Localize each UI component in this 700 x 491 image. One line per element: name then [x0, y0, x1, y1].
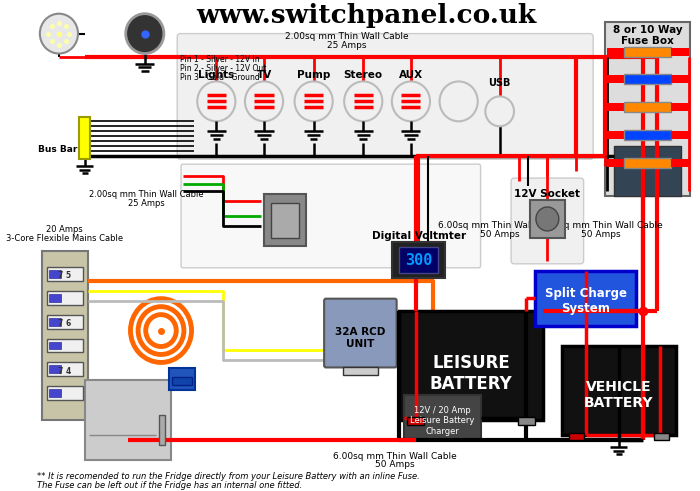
Bar	[624, 130, 671, 140]
Bar	[624, 75, 671, 84]
Text: 50 Amps: 50 Amps	[480, 230, 519, 240]
Text: Pump: Pump	[297, 71, 330, 81]
Bar	[605, 22, 690, 196]
Text: ** It is recomended to run the Fridge directly from your Leisure Battery with an: ** It is recomended to run the Fridge di…	[37, 471, 420, 481]
Bar	[671, 159, 689, 167]
Bar	[79, 117, 90, 159]
Text: VEHICLE
BATTERY: VEHICLE BATTERY	[584, 380, 654, 410]
Text: 7 5: 7 5	[58, 271, 71, 280]
Bar	[46, 315, 83, 328]
Text: 7 4: 7 4	[58, 367, 71, 376]
Text: 6.00sq mm Thin Wall Cable: 6.00sq mm Thin Wall Cable	[539, 221, 663, 230]
Text: AUX: AUX	[399, 71, 423, 81]
Bar	[85, 381, 171, 460]
Bar	[530, 200, 564, 238]
Bar	[671, 104, 689, 111]
Bar	[405, 395, 481, 440]
Text: Lights: Lights	[198, 71, 235, 81]
FancyBboxPatch shape	[324, 299, 397, 367]
Text: 32A RCD
UNIT: 32A RCD UNIT	[335, 327, 386, 349]
Circle shape	[126, 14, 164, 54]
Bar	[400, 311, 542, 420]
Text: LEISURE
BATTERY: LEISURE BATTERY	[430, 354, 512, 393]
Bar	[407, 417, 424, 425]
Text: 12V / 20 Amp
Leisure Battery
Charger: 12V / 20 Amp Leisure Battery Charger	[410, 406, 475, 436]
Bar	[624, 158, 671, 168]
FancyBboxPatch shape	[181, 164, 481, 268]
Bar	[536, 271, 636, 326]
Text: 25 Amps: 25 Amps	[328, 41, 367, 50]
Bar	[392, 242, 445, 278]
Text: TV: TV	[256, 71, 272, 81]
Text: 300: 300	[405, 253, 433, 268]
Bar	[614, 146, 681, 196]
Text: Bus Bar: Bus Bar	[38, 145, 78, 154]
Bar	[264, 194, 306, 246]
Bar	[624, 47, 671, 56]
Bar	[271, 203, 300, 238]
Text: 50 Amps: 50 Amps	[581, 230, 621, 240]
Bar	[606, 159, 624, 167]
Text: 7 6: 7 6	[58, 319, 71, 328]
Text: 8 or 10 Way
Fuse Box: 8 or 10 Way Fuse Box	[612, 25, 682, 47]
Bar	[561, 346, 676, 435]
Text: Digital Voltmter: Digital Voltmter	[372, 231, 466, 241]
Bar	[46, 291, 83, 304]
Bar	[606, 48, 624, 55]
Text: 6.00sq mm Thin Wall Cable: 6.00sq mm Thin Wall Cable	[438, 221, 561, 230]
Bar	[46, 338, 83, 353]
Text: 2.00sq mm Thin Wall Cable: 2.00sq mm Thin Wall Cable	[285, 32, 409, 41]
FancyBboxPatch shape	[511, 178, 584, 264]
Bar	[50, 342, 61, 350]
Text: 6.00sq mm Thin Wall Cable: 6.00sq mm Thin Wall Cable	[333, 452, 456, 461]
Bar	[50, 318, 61, 326]
Bar	[606, 104, 624, 111]
Bar	[46, 362, 83, 377]
Text: 12V Socket: 12V Socket	[514, 189, 580, 199]
Bar	[400, 247, 438, 273]
Bar	[50, 270, 61, 278]
Bar	[50, 389, 61, 397]
Text: Pin 2 - Silver - 12V Out: Pin 2 - Silver - 12V Out	[180, 64, 267, 73]
Bar	[50, 294, 61, 301]
Bar	[671, 76, 689, 83]
Bar	[569, 433, 584, 440]
FancyBboxPatch shape	[177, 33, 593, 159]
Bar	[343, 367, 377, 376]
Text: The Fuse can be left out if the Fridge has an internal one fitted.: The Fuse can be left out if the Fridge h…	[37, 481, 302, 490]
Text: Pin 3 - Gold - Ground: Pin 3 - Gold - Ground	[180, 73, 260, 82]
Text: 2.00sq mm Thin Wall Cable: 2.00sq mm Thin Wall Cable	[90, 190, 204, 198]
Text: 3-Core Flexible Mains Cable: 3-Core Flexible Mains Cable	[6, 234, 123, 244]
Text: www.switchpanel.co.uk: www.switchpanel.co.uk	[196, 3, 536, 28]
Bar	[654, 433, 668, 440]
Bar	[159, 415, 164, 445]
Bar	[518, 417, 535, 425]
Bar	[671, 48, 689, 55]
Text: Stereo: Stereo	[344, 71, 383, 81]
Text: 25 Amps: 25 Amps	[128, 198, 165, 208]
Text: USB: USB	[489, 79, 511, 88]
Text: 20 Amps: 20 Amps	[46, 225, 83, 234]
Text: Pin 1 - Silver - 12V In: Pin 1 - Silver - 12V In	[180, 55, 260, 64]
Circle shape	[536, 207, 559, 231]
Bar	[46, 386, 83, 400]
Bar	[42, 251, 88, 420]
Circle shape	[40, 14, 78, 54]
Bar	[46, 267, 83, 281]
Bar	[624, 102, 671, 112]
Bar	[671, 131, 689, 139]
Bar	[169, 368, 195, 390]
Bar	[172, 378, 192, 385]
Bar	[606, 131, 624, 139]
Bar	[50, 365, 61, 374]
Bar	[606, 76, 624, 83]
Text: Split Charge
System: Split Charge System	[545, 287, 626, 315]
Text: 50 Amps: 50 Amps	[375, 460, 414, 468]
